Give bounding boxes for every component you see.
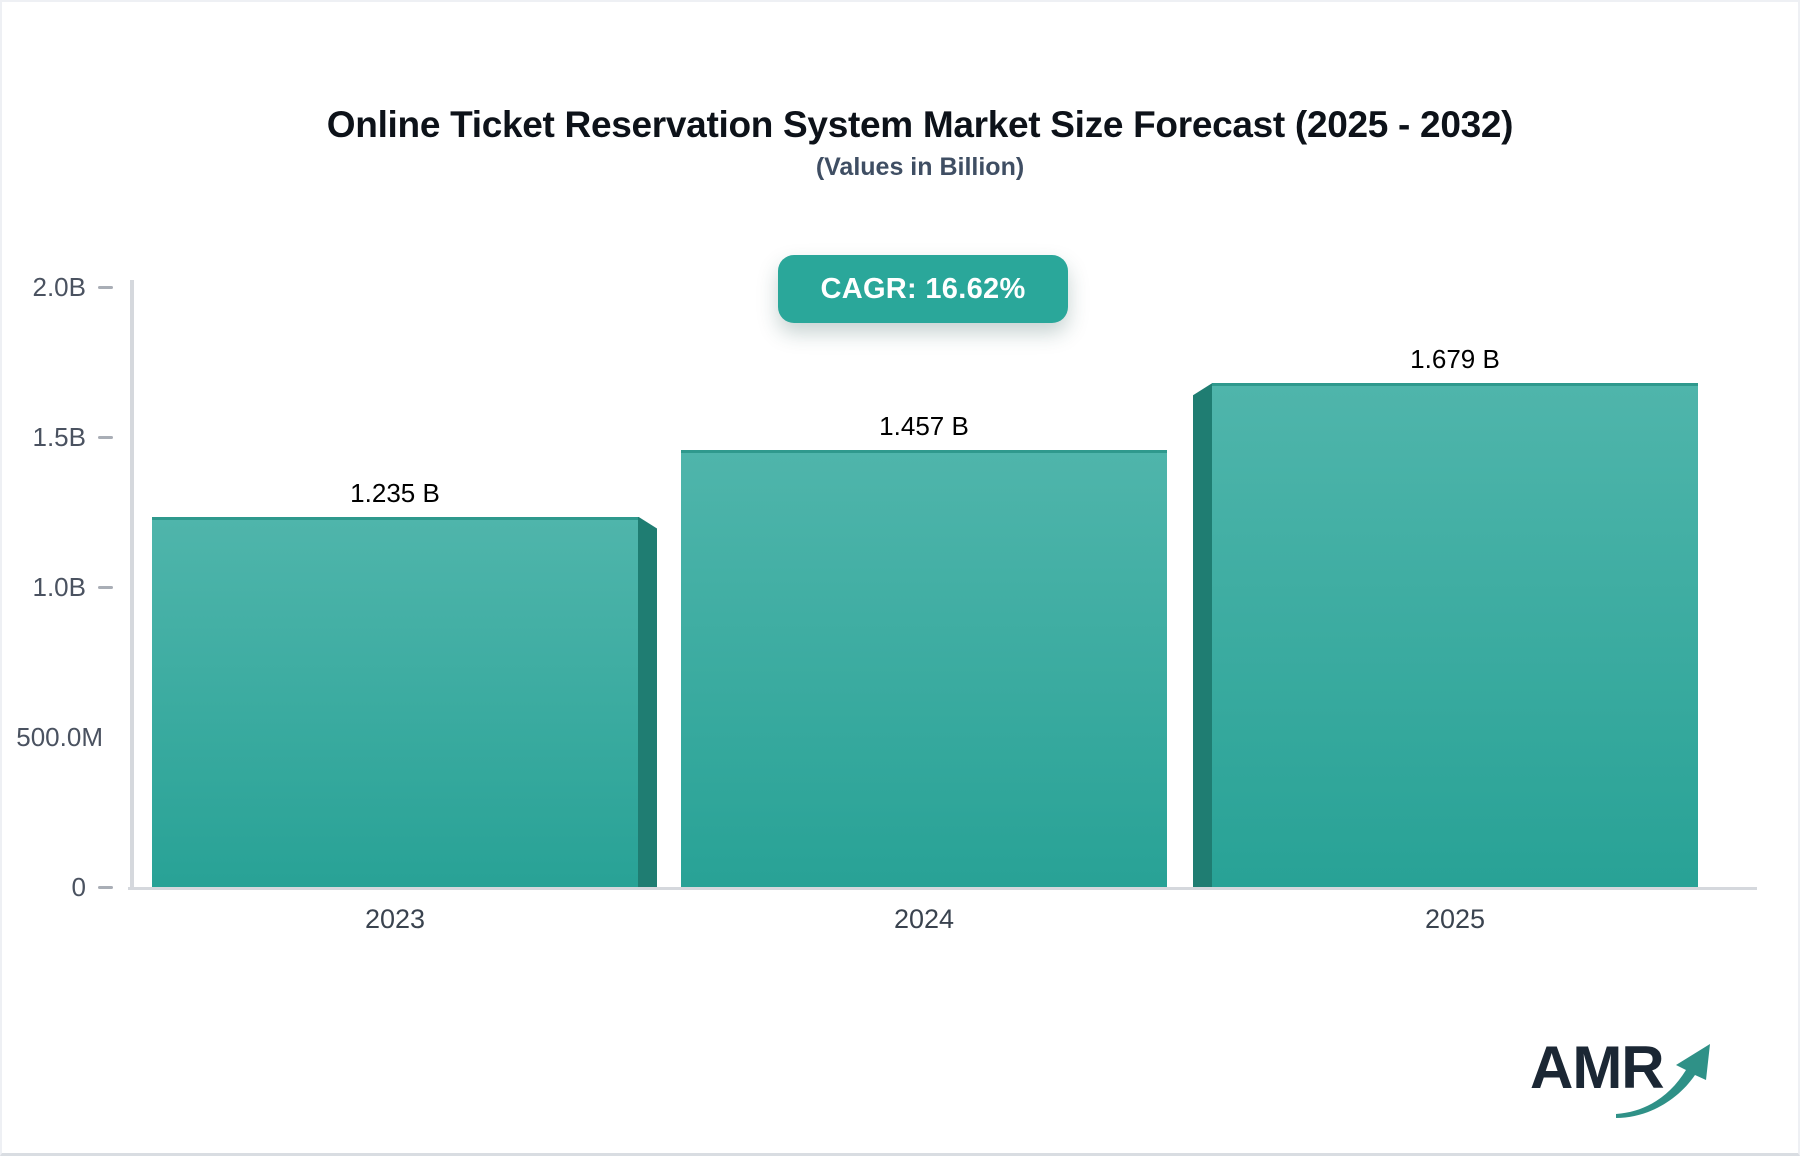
y-tick-dash [98, 886, 113, 889]
y-tick-label: 500.0M [16, 722, 103, 752]
y-tick-dash [98, 436, 113, 439]
y-tick-label: 1.0B [32, 572, 87, 602]
amr-logo-text: AMR [1530, 1034, 1665, 1101]
growth-arrow-icon [1616, 1044, 1710, 1118]
x-tick-label: 2023 [364, 904, 426, 934]
bar-value-label: 1.235 B [350, 477, 440, 508]
y-tick-label: 2.0B [32, 272, 87, 302]
cagr-badge: CAGR: 16.62% [778, 255, 1068, 323]
bar [681, 449, 1167, 887]
y-tick-label: 0 [71, 872, 86, 902]
x-tick-label: 2025 [1424, 904, 1486, 934]
amr-logo: AMR [1530, 1032, 1730, 1122]
cagr-badge-label: CAGR: 16.62% [820, 272, 1026, 305]
bar-3d-side [638, 516, 657, 887]
chart-subtitle: (Values in Billion) [815, 153, 1025, 181]
chart-title: Online Ticket Reservation System Market … [326, 104, 1514, 145]
y-tick-dash [98, 286, 113, 289]
y-tick-label: 1.5B [32, 422, 87, 452]
x-axis-line [128, 887, 1757, 890]
bar-3d-side [1193, 383, 1212, 887]
x-tick-label: 2024 [893, 904, 955, 934]
bar-value-label: 1.679 B [1410, 344, 1500, 375]
y-tick-dash [98, 586, 113, 589]
y-axis-line [130, 280, 134, 890]
bar [152, 516, 638, 887]
bar [1212, 383, 1698, 887]
bar-value-label: 1.457 B [879, 410, 969, 441]
